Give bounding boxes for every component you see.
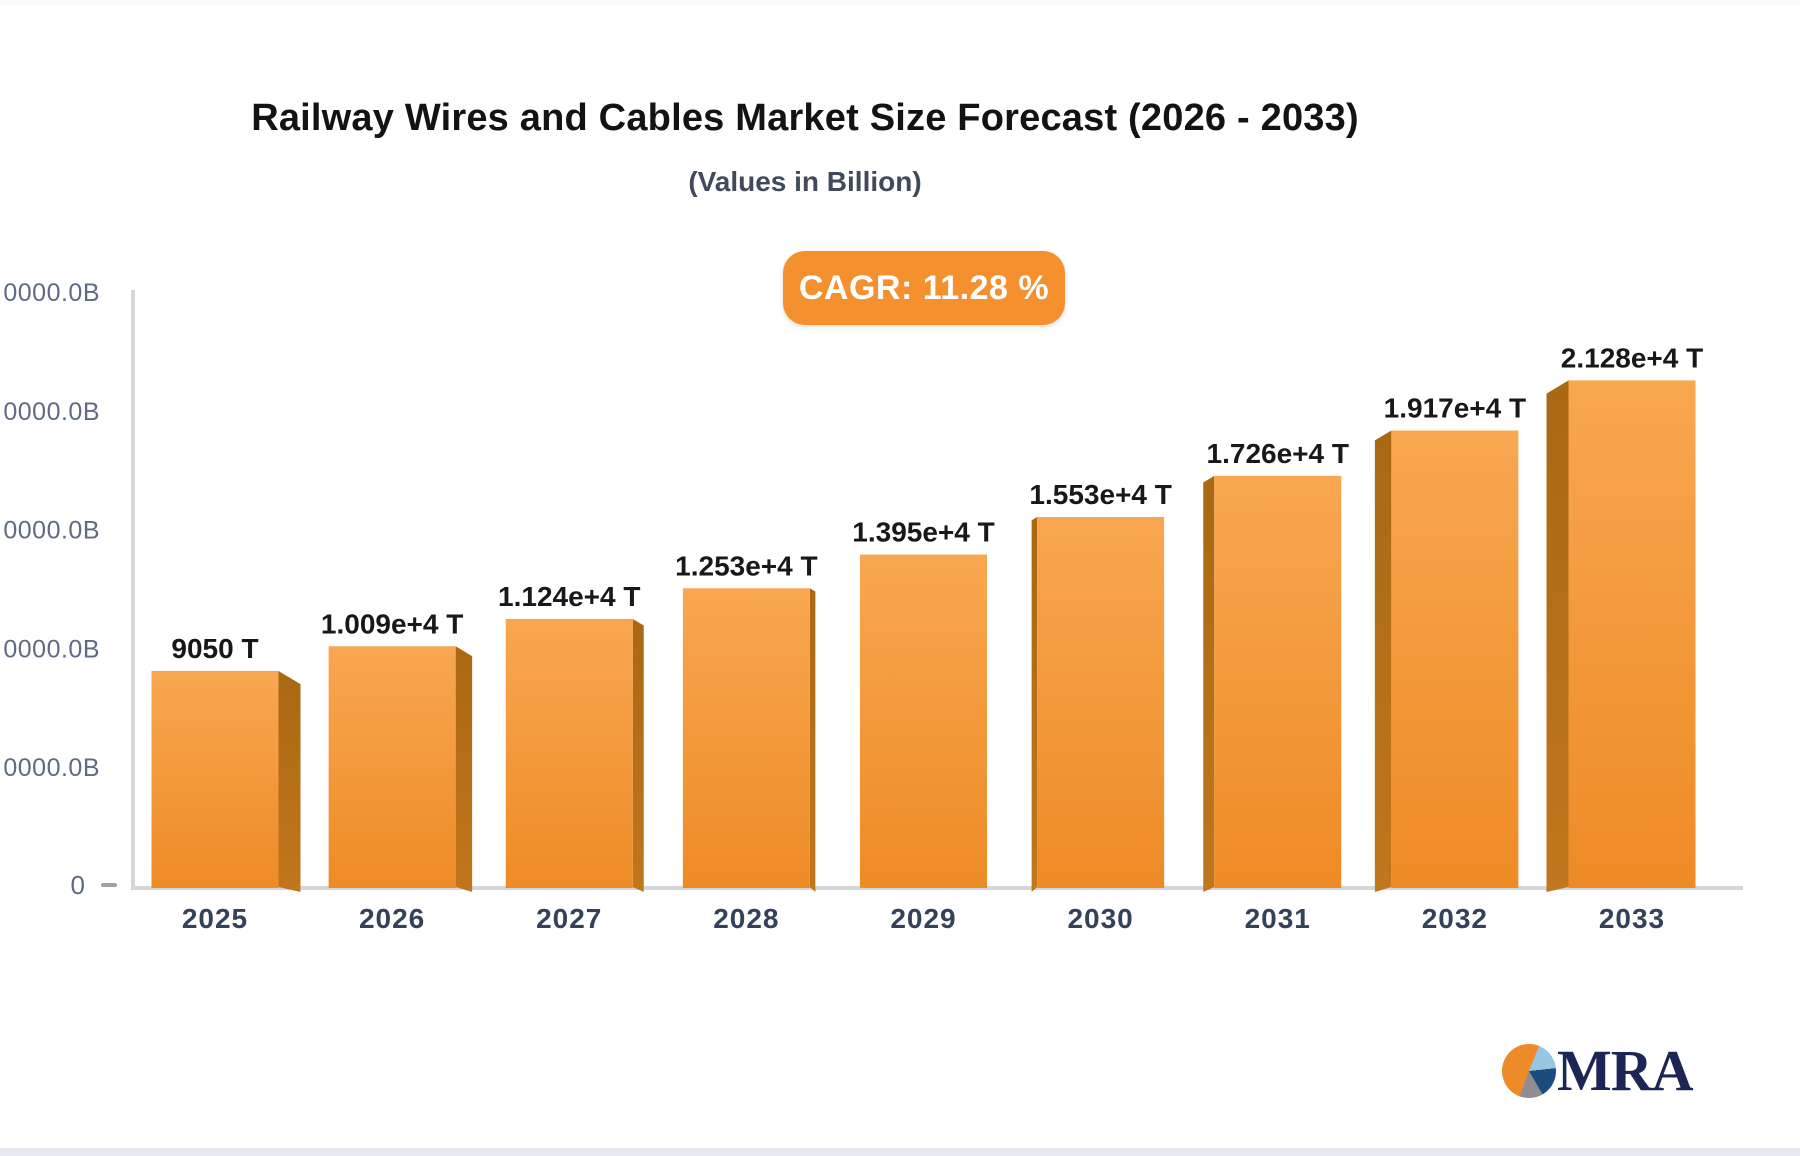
- brand-text: MRA: [1557, 1038, 1694, 1103]
- bar-face: [328, 646, 456, 888]
- bar-face: [1391, 430, 1519, 888]
- y-axis-zero-tick: [101, 883, 117, 887]
- bar-value-label: 1.553e+4 T: [1029, 479, 1171, 510]
- bar-side: [809, 588, 816, 892]
- y-axis-tick-label: 0000.0B: [3, 398, 100, 426]
- bar-side: [1374, 430, 1392, 892]
- x-axis-label: 2029: [890, 903, 956, 934]
- y-axis-tick-label: 0000.0B: [3, 635, 100, 663]
- bar-side: [278, 670, 301, 892]
- page-subtitle: (Values in Billion): [688, 166, 922, 197]
- bar-value-label: 2.128e+4 T: [1561, 342, 1703, 373]
- bar-face: [860, 554, 987, 888]
- bar-side: [1031, 517, 1038, 892]
- y-axis-zero-label: 0: [71, 870, 85, 900]
- bar-value-label: 1.253e+4 T: [675, 550, 817, 581]
- y-axis-line: [131, 290, 135, 890]
- x-axis-label: 2026: [359, 903, 425, 934]
- cagr-badge: CAGR: 11.28 %: [783, 251, 1065, 325]
- bar-face: [1568, 380, 1696, 888]
- bar-face: [1214, 475, 1342, 888]
- bar-side: [1203, 475, 1215, 892]
- x-axis-label: 2030: [1067, 903, 1133, 934]
- bar-value-label: 1.395e+4 T: [852, 517, 994, 548]
- x-axis-label: 2033: [1599, 903, 1665, 934]
- x-axis-label: 2032: [1422, 903, 1488, 934]
- bar-face: [1037, 517, 1165, 888]
- x-axis-label: 2027: [536, 903, 602, 934]
- bottom-edge-strip: [0, 1148, 1800, 1156]
- x-axis-label: 2025: [182, 903, 248, 934]
- bar-side: [1546, 380, 1569, 892]
- bar-value-label: 1.124e+4 T: [498, 581, 640, 612]
- brand-logo: MRA: [1502, 1038, 1694, 1103]
- x-axis-label: 2031: [1245, 903, 1311, 934]
- bar-face: [682, 588, 810, 888]
- bar-value-label: 1.726e+4 T: [1207, 438, 1349, 469]
- y-axis-tick-label: 0000.0B: [3, 279, 100, 307]
- x-axis-label: 2028: [713, 903, 779, 934]
- pie-chart-icon: [1502, 1044, 1556, 1098]
- bar-value-label: 9050 T: [171, 633, 258, 664]
- top-edge-strip: [0, 0, 1800, 5]
- bar-value-label: 1.917e+4 T: [1384, 393, 1526, 424]
- y-axis-tick-label: 0000.0B: [3, 517, 100, 545]
- bar-value-label: 1.009e+4 T: [321, 608, 463, 639]
- bar-side: [632, 618, 644, 892]
- bar-face: [505, 618, 633, 888]
- bar-face: [151, 670, 279, 888]
- page-title: Railway Wires and Cables Market Size For…: [251, 97, 1359, 139]
- y-axis-tick-label: 0000.0B: [3, 754, 100, 782]
- bar-side: [455, 646, 473, 892]
